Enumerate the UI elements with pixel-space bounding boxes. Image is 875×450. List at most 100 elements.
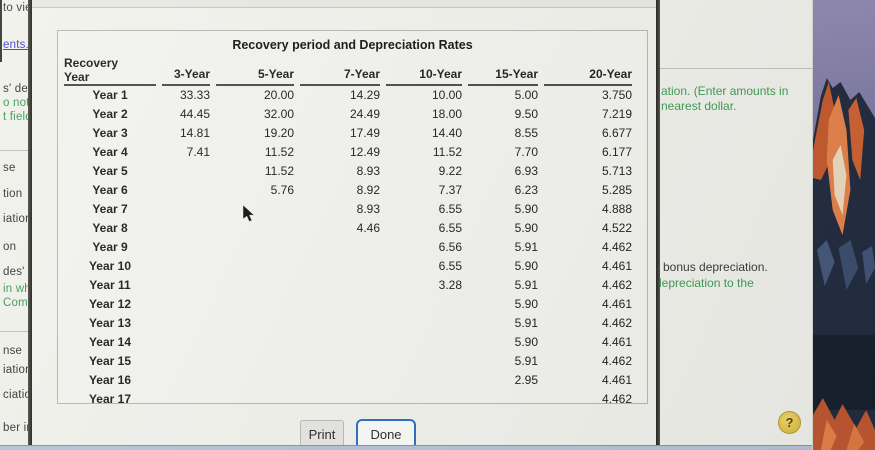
rate-cell: 4.462 bbox=[601, 316, 632, 330]
rate-cell: 4.462 bbox=[601, 354, 632, 368]
rate-cell: 24.49 bbox=[349, 107, 380, 121]
table-header-row: Recovery Year 3-Year 5-Year 7-Year 10-Ye… bbox=[64, 56, 632, 86]
rate-cell: 4.462 bbox=[601, 240, 632, 254]
rate-cell: 11.52 bbox=[432, 145, 462, 159]
rate-cell: 8.93 bbox=[356, 202, 380, 216]
row-label: Year 12 bbox=[88, 297, 132, 311]
table-row: Year 9 6.56 5.91 4.462 bbox=[64, 238, 632, 257]
rate-cell: 11.52 bbox=[264, 145, 294, 159]
rate-cell bbox=[162, 333, 210, 352]
row-label: Year 16 bbox=[88, 373, 132, 387]
table-row: Year 15 5.91 4.462 bbox=[64, 352, 632, 371]
rate-cell: 14.81 bbox=[179, 126, 210, 140]
table-row: Year 10 6.55 5.90 4.461 bbox=[64, 257, 632, 276]
column-header-3-year: 3-Year bbox=[162, 56, 210, 86]
rate-cell bbox=[386, 333, 462, 352]
rate-cell bbox=[216, 371, 294, 390]
rate-cell: 8.55 bbox=[514, 126, 538, 140]
rate-cell bbox=[386, 295, 462, 314]
row-label: Year 11 bbox=[89, 278, 131, 292]
done-button[interactable]: Done bbox=[356, 419, 416, 450]
rate-cell: 44.45 bbox=[179, 107, 210, 121]
page-divider bbox=[0, 150, 28, 151]
table-row: Year 13 5.91 4.462 bbox=[64, 314, 632, 333]
rate-cell bbox=[300, 390, 380, 403]
rate-cell: 4.461 bbox=[601, 259, 632, 273]
rate-cell bbox=[300, 295, 380, 314]
rate-cell: 19.20 bbox=[263, 126, 294, 140]
rate-cell bbox=[216, 352, 294, 371]
table-row: Year 1 33.33 20.00 14.29 10.00 5.00 3.750 bbox=[64, 86, 632, 105]
rate-cell bbox=[216, 390, 294, 403]
rate-cell: 12.49 bbox=[349, 145, 380, 159]
rate-cell bbox=[162, 295, 210, 314]
rate-cell: 14.40 bbox=[431, 126, 462, 140]
rate-cell: 4.46 bbox=[356, 221, 380, 235]
rate-cell: 11.52 bbox=[264, 164, 294, 178]
mouse-cursor-icon bbox=[243, 205, 255, 222]
rate-cell bbox=[216, 333, 294, 352]
page-link-fragment[interactable]: ents. bbox=[3, 39, 29, 51]
rate-cell bbox=[386, 314, 462, 333]
rate-cell: 6.55 bbox=[438, 259, 462, 273]
page-divider bbox=[658, 68, 812, 69]
dialog-shadow-right bbox=[656, 0, 660, 450]
table-row: Year 6 5.76 8.92 7.37 6.23 5.285 bbox=[64, 181, 632, 200]
table-row: Year 4 7.41 11.52 12.49 11.52 7.70 6.177 bbox=[64, 143, 632, 162]
rate-cell bbox=[468, 390, 538, 403]
row-label: Year 6 bbox=[92, 183, 128, 197]
rate-cell: 6.55 bbox=[438, 202, 462, 216]
column-header-15-year: 15-Year bbox=[468, 56, 538, 86]
page-divider bbox=[0, 331, 28, 332]
page-text-fragment: on bbox=[3, 241, 17, 253]
rate-cell bbox=[300, 238, 380, 257]
rate-cell bbox=[162, 276, 210, 295]
rate-cell: 6.56 bbox=[438, 240, 462, 254]
rate-cell: 8.92 bbox=[356, 183, 380, 197]
rate-cell bbox=[300, 371, 380, 390]
desktop-wallpaper bbox=[812, 0, 875, 450]
table-row: Year 7 8.93 6.55 5.90 4.888 bbox=[64, 200, 632, 219]
rate-cell bbox=[300, 314, 380, 333]
table-row: Year 2 44.45 32.00 24.49 18.00 9.50 7.219 bbox=[64, 105, 632, 124]
rate-cell bbox=[216, 314, 294, 333]
header-line: Recovery bbox=[64, 56, 119, 70]
rate-cell bbox=[162, 219, 210, 238]
column-header-10-year: 10-Year bbox=[386, 56, 462, 86]
page-text-fragment: nse bbox=[3, 345, 23, 357]
rate-cell: 10.00 bbox=[431, 88, 462, 102]
rate-cell: 7.37 bbox=[438, 183, 462, 197]
page-text-fragment: se bbox=[3, 162, 16, 174]
rate-cell: 3.28 bbox=[438, 278, 462, 292]
rate-cell: 5.00 bbox=[514, 88, 538, 102]
rate-cell: 4.461 bbox=[601, 297, 632, 311]
rate-cell: 5.90 bbox=[514, 221, 538, 235]
row-label: Year 15 bbox=[88, 354, 132, 368]
depreciation-rates-dialog: Recovery period and Depreciation Rates R… bbox=[32, 0, 656, 450]
rate-cell: 4.461 bbox=[601, 335, 632, 349]
rate-cell bbox=[300, 352, 380, 371]
rate-cell: 5.90 bbox=[514, 202, 538, 216]
page-text-fragment: iation bbox=[3, 213, 32, 225]
rate-cell: 5.91 bbox=[514, 354, 538, 368]
rate-cell: 9.22 bbox=[438, 164, 462, 178]
help-button[interactable]: ? bbox=[778, 411, 801, 434]
rate-cell: 5.91 bbox=[514, 278, 538, 292]
page-text-fragment: ation. (Enter amounts in bbox=[661, 84, 789, 98]
column-header-5-year: 5-Year bbox=[216, 56, 294, 86]
page-text-fragment: iation bbox=[3, 364, 32, 376]
rate-cell bbox=[300, 276, 380, 295]
rate-cell: 7.41 bbox=[186, 145, 210, 159]
rate-cell: 5.285 bbox=[601, 183, 632, 197]
rate-cell: 5.90 bbox=[514, 259, 538, 273]
row-label: Year 9 bbox=[92, 240, 128, 254]
table-row: Year 12 5.90 4.461 bbox=[64, 295, 632, 314]
table-body: Year 1 33.33 20.00 14.29 10.00 5.00 3.750 Year … bbox=[64, 86, 632, 403]
table-row: Year 11 3.28 5.91 4.462 bbox=[64, 276, 632, 295]
row-label: Year 5 bbox=[92, 164, 128, 178]
rate-cell: 5.90 bbox=[514, 297, 538, 311]
rate-cell bbox=[162, 181, 210, 200]
rate-cell bbox=[162, 390, 210, 403]
rate-cell: 5.91 bbox=[514, 316, 538, 330]
